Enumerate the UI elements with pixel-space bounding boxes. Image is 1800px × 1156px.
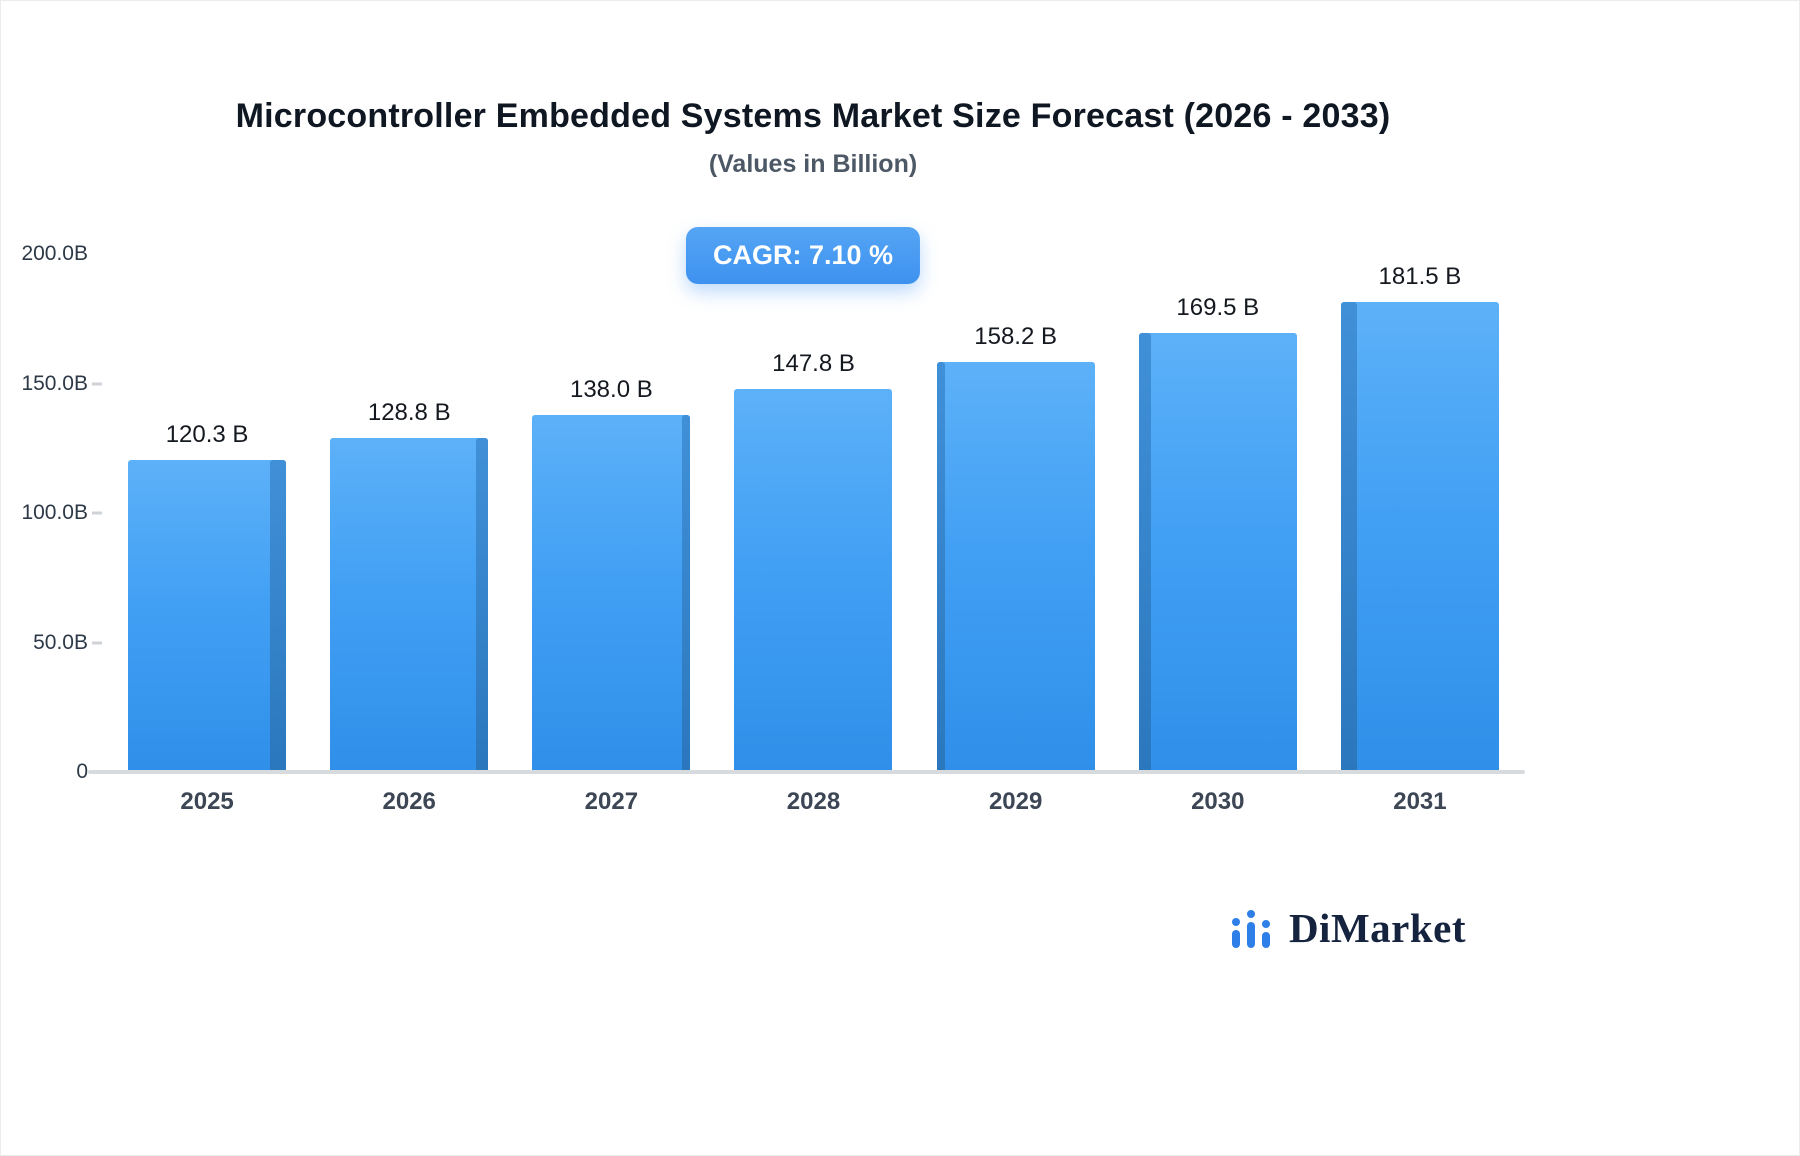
- x-axis-label: 2026: [382, 788, 436, 815]
- y-axis-label: 100.0B: [21, 501, 88, 524]
- y-axis-tick: [92, 641, 102, 644]
- x-axis-label: 2030: [1191, 788, 1245, 815]
- brand-name: DiMarket: [1288, 905, 1466, 951]
- y-axis-label: 0: [76, 760, 88, 783]
- bar-value-label: 120.3 B: [165, 421, 249, 448]
- bar-slot: 169.5 B: [1117, 254, 1319, 772]
- x-axis-line: [88, 770, 1525, 774]
- bar-value-label: 181.5 B: [1378, 263, 1462, 290]
- bar-slot: 138.0 B: [510, 254, 712, 772]
- brand-logo: DiMarket: [1228, 904, 1466, 952]
- bar-3d-side: [1138, 333, 1151, 772]
- bar-3d-side: [270, 460, 287, 772]
- bars-container: 120.3 B 128.8 B 138.0 B 147.8 B 158.2 B 169.5…: [106, 254, 1521, 772]
- bar-slot: 181.5 B: [1319, 254, 1521, 772]
- chart-subtitle: (Values in Billion): [708, 150, 918, 178]
- bar-slot: 147.8 B: [712, 254, 914, 772]
- bar[interactable]: [734, 389, 893, 772]
- bar-3d-side: [936, 362, 945, 772]
- bar[interactable]: [1340, 302, 1499, 772]
- bar[interactable]: [936, 362, 1095, 772]
- bar-slot: 120.3 B: [106, 254, 308, 772]
- x-axis-labels: 2025 2026 2027 2028 2029 2030 2031: [106, 788, 1521, 816]
- bar[interactable]: [532, 415, 691, 772]
- bar-slot: 158.2 B: [915, 254, 1117, 772]
- bar-value-label: 128.8 B: [367, 399, 451, 426]
- bar-3d-side: [682, 415, 691, 772]
- bar-value-label: 158.2 B: [974, 323, 1057, 350]
- y-axis-label: 50.0B: [33, 630, 88, 654]
- y-axis-tick: [92, 511, 102, 515]
- bar-3d-side: [476, 438, 489, 772]
- y-axis-label: 150.0B: [21, 371, 88, 395]
- x-axis-label: 2031: [1393, 788, 1447, 815]
- x-axis-label: 2029: [988, 788, 1043, 815]
- bar-slot: 128.8 B: [308, 254, 510, 772]
- x-axis-label: 2025: [180, 788, 234, 815]
- cagr-badge: CAGR: 7.10 %: [685, 227, 921, 284]
- x-axis-label: 2028: [786, 788, 841, 815]
- bar-value-label: 138.0 B: [569, 376, 653, 403]
- bar[interactable]: [330, 438, 489, 772]
- x-axis-label: 2027: [584, 788, 639, 815]
- y-axis-label: 200.0B: [21, 242, 88, 265]
- bar-chart-icon: [1228, 904, 1276, 952]
- bar-value-label: 169.5 B: [1176, 294, 1260, 321]
- bar[interactable]: [128, 460, 287, 772]
- bar-3d-side: [1340, 302, 1357, 772]
- y-axis-tick: [92, 382, 102, 385]
- bar[interactable]: [1138, 333, 1297, 772]
- bar-value-label: 147.8 B: [772, 350, 855, 377]
- chart-title: Microcontroller Embedded Systems Market …: [235, 97, 1391, 135]
- cagr-label: CAGR: 7.10 %: [712, 240, 894, 270]
